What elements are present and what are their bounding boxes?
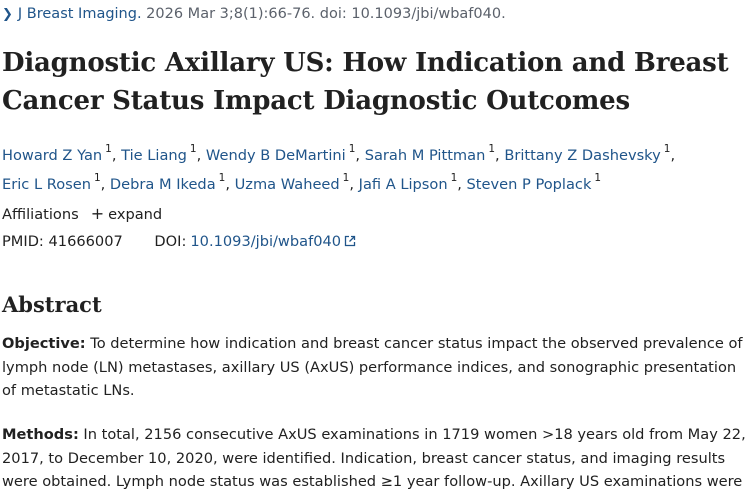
author-item: Eric L Rosen 1	[2, 172, 101, 193]
affiliations-label: Affiliations	[2, 206, 79, 223]
plus-icon: +	[90, 204, 105, 223]
affiliation-marker[interactable]: 1	[594, 171, 602, 184]
doi-link[interactable]: 10.1093/jbi/wbaf040	[190, 233, 356, 250]
author-item: Uzma Waheed 1	[234, 172, 350, 193]
affiliation-marker[interactable]: 1	[218, 171, 226, 184]
affiliation-marker[interactable]: 1	[348, 143, 356, 155]
methods-text: In total, 2156 consecutive AxUS examinat…	[2, 426, 746, 490]
affiliation-marker[interactable]: 1	[93, 171, 101, 184]
author-link[interactable]: Jafi A Lipson	[358, 175, 448, 193]
methods-label: Methods:	[2, 426, 79, 443]
doi-label: DOI:	[154, 233, 187, 250]
external-link-icon	[344, 233, 356, 253]
author-link[interactable]: Tie Liang	[121, 146, 187, 164]
expand-label: expand	[108, 206, 163, 223]
chevron-right-icon[interactable]: ❯	[2, 7, 13, 22]
author-item: Jafi A Lipson 1	[358, 172, 458, 193]
author-item: Howard Z Yan 1	[2, 143, 112, 164]
pmid-value: 41666007	[48, 233, 123, 250]
affiliation-marker[interactable]: 1	[342, 171, 350, 184]
author-item: Debra M Ikeda 1	[109, 172, 225, 193]
citation-details: 2026 Mar 3;8(1):66-76. doi: 10.1093/jbi/…	[141, 6, 506, 22]
author-link[interactable]: Uzma Waheed	[234, 175, 340, 193]
doi-value: 10.1093/jbi/wbaf040	[190, 233, 342, 250]
objective-text: To determine how indication and breast c…	[2, 335, 743, 399]
author-item: Steven P Poplack 1	[466, 172, 602, 193]
author-link[interactable]: Howard Z Yan	[2, 146, 103, 164]
affiliation-marker[interactable]: 1	[450, 171, 458, 184]
pmid-label: PMID:	[2, 233, 44, 250]
author-item: Brittany Z Dashevsky 1	[504, 143, 670, 164]
author-item: Wendy B DeMartini 1	[205, 143, 356, 164]
affiliation-marker[interactable]: 1	[488, 143, 496, 155]
article-title: Diagnostic Axillary US: How Indication a…	[2, 48, 729, 116]
affiliation-marker[interactable]: 1	[105, 143, 112, 155]
affiliation-marker[interactable]: 1	[663, 143, 671, 155]
author-link[interactable]: Debra M Ikeda	[109, 175, 216, 193]
abstract-heading: Abstract	[2, 292, 102, 317]
affiliation-marker[interactable]: 1	[189, 143, 197, 155]
author-link[interactable]: Wendy B DeMartini	[205, 146, 346, 164]
author-link[interactable]: Sarah M Pittman	[364, 146, 486, 164]
author-item: Tie Liang 1	[121, 143, 196, 164]
journal-link[interactable]: J Breast Imaging.	[17, 6, 142, 22]
objective-label: Objective:	[2, 335, 86, 352]
objective-paragraph: Objective: To determine how indication a…	[2, 332, 750, 403]
affiliations-toggle[interactable]: Affiliations + expand	[2, 204, 162, 225]
author-link[interactable]: Brittany Z Dashevsky	[504, 146, 661, 164]
author-list: Howard Z Yan 1, Tie Liang 1, Wendy B DeMar…	[2, 143, 676, 193]
identifiers: PMID: 41666007 DOI: 10.1093/jbi/wbaf040	[2, 232, 356, 253]
citation-line: ❯ J Breast Imaging. 2026 Mar 3;8(1):66-76…	[2, 4, 506, 25]
author-link[interactable]: Steven P Poplack	[466, 175, 592, 193]
author-item: Sarah M Pittman 1	[364, 143, 495, 164]
author-link[interactable]: Eric L Rosen	[2, 175, 91, 193]
methods-paragraph: Methods: In total, 2156 consecutive AxUS…	[2, 423, 750, 494]
